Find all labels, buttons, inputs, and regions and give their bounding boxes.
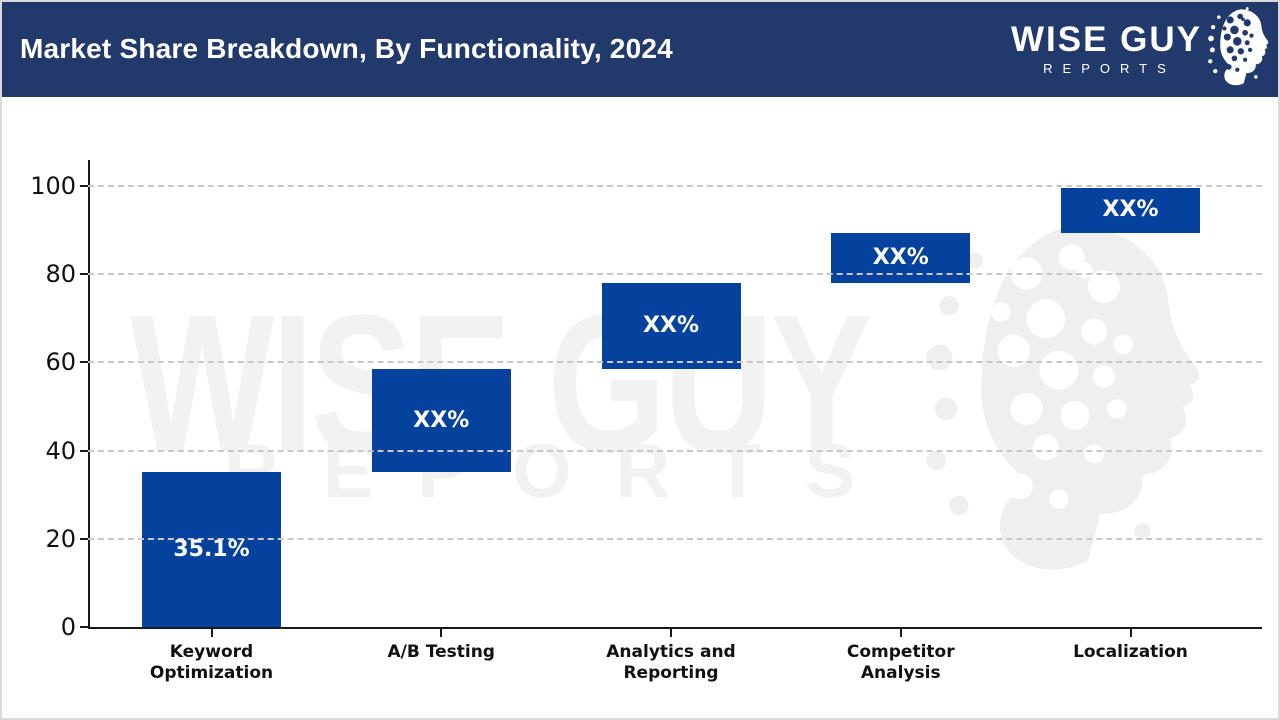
logo-wiseguy-label: WISE GUY	[1010, 19, 1202, 59]
y-axis-tick-mark	[80, 361, 88, 364]
bar-value-label: XX%	[413, 407, 470, 433]
bar-value-label: 35.1%	[173, 536, 250, 562]
x-axis-category-label: Analytics and Reporting	[606, 642, 736, 683]
x-axis-tick-mark	[899, 629, 902, 637]
bar-value-label: XX%	[643, 313, 699, 339]
y-axis-tick-label: 20	[45, 524, 76, 553]
y-axis-line	[88, 160, 90, 629]
y-axis-tick-label: 80	[45, 260, 76, 289]
y-axis-tick-label: 60	[45, 348, 76, 377]
y-axis-tick-mark	[80, 185, 88, 187]
logo-reports-label: REPORTS	[1043, 61, 1176, 77]
y-axis-tick-label: 40	[45, 436, 76, 465]
chart-title: Market Share Breakdown, By Functionality…	[20, 32, 673, 64]
waterfall-bar-5	[1061, 187, 1200, 234]
x-axis-category-label: Keyword Optimization	[149, 642, 274, 683]
y-axis-tick-mark	[80, 449, 88, 452]
gridline-20	[88, 537, 1262, 540]
watermark-face-icon	[917, 207, 1207, 589]
x-axis-category-label: A/B Testing	[387, 642, 495, 662]
gridline-100	[88, 185, 1262, 187]
x-axis-tick-mark	[210, 629, 213, 637]
logo-face-icon	[1206, 7, 1270, 91]
y-axis-tick-label: 0	[60, 613, 76, 641]
watermark-reports-text: REPORTS	[224, 429, 900, 514]
waterfall-bar-1	[142, 472, 281, 627]
bar-value-label: XX%	[872, 245, 929, 271]
gridline-40	[88, 449, 1262, 452]
y-axis-tick-label: 100	[30, 172, 76, 200]
bar-value-label: XX%	[1102, 197, 1159, 223]
gridline-60	[88, 361, 1262, 364]
x-axis-tick-mark	[440, 629, 443, 637]
y-axis-tick-mark	[80, 626, 88, 628]
y-axis-tick-mark	[80, 273, 88, 276]
waterfall-bar-2	[371, 369, 511, 473]
header-bar: Market Share Breakdown, By Functionality…	[2, 2, 1278, 97]
x-axis-category-label: Localization	[1073, 642, 1188, 662]
y-axis-tick-mark	[80, 537, 88, 540]
logo-text: WISE GUY REPORTS	[1010, 19, 1202, 77]
waterfall-bar-3	[601, 283, 741, 370]
x-axis-tick-mark	[1129, 629, 1132, 637]
x-axis-line	[88, 627, 1262, 629]
wise-guy-reports-logo: WISE GUY REPORTS	[1011, 6, 1270, 92]
x-axis-category-label: Competitor Analysis	[846, 642, 955, 683]
gridline-80	[88, 273, 1262, 276]
x-axis-tick-mark	[670, 629, 672, 637]
